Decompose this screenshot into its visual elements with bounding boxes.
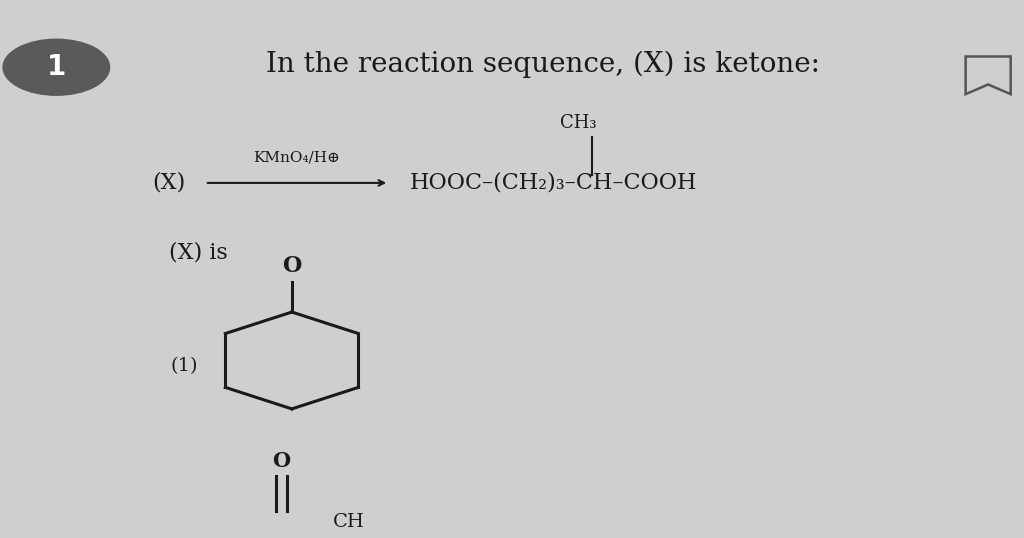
Text: CH₃: CH₃ (560, 114, 597, 132)
Text: (X) is: (X) is (169, 242, 227, 264)
Circle shape (3, 39, 110, 95)
Text: HOOC–(CH₂)₃–CH–COOH: HOOC–(CH₂)₃–CH–COOH (410, 172, 697, 194)
Text: 1: 1 (47, 53, 66, 81)
Text: CH: CH (333, 513, 365, 531)
Text: O: O (283, 255, 301, 277)
Text: (X): (X) (153, 172, 185, 194)
Text: O: O (272, 451, 291, 471)
Text: KMnO₄/H⊕: KMnO₄/H⊕ (254, 150, 340, 164)
Text: In the reaction sequence, (X) is ketone:: In the reaction sequence, (X) is ketone: (265, 51, 820, 78)
Text: (1): (1) (171, 357, 198, 375)
